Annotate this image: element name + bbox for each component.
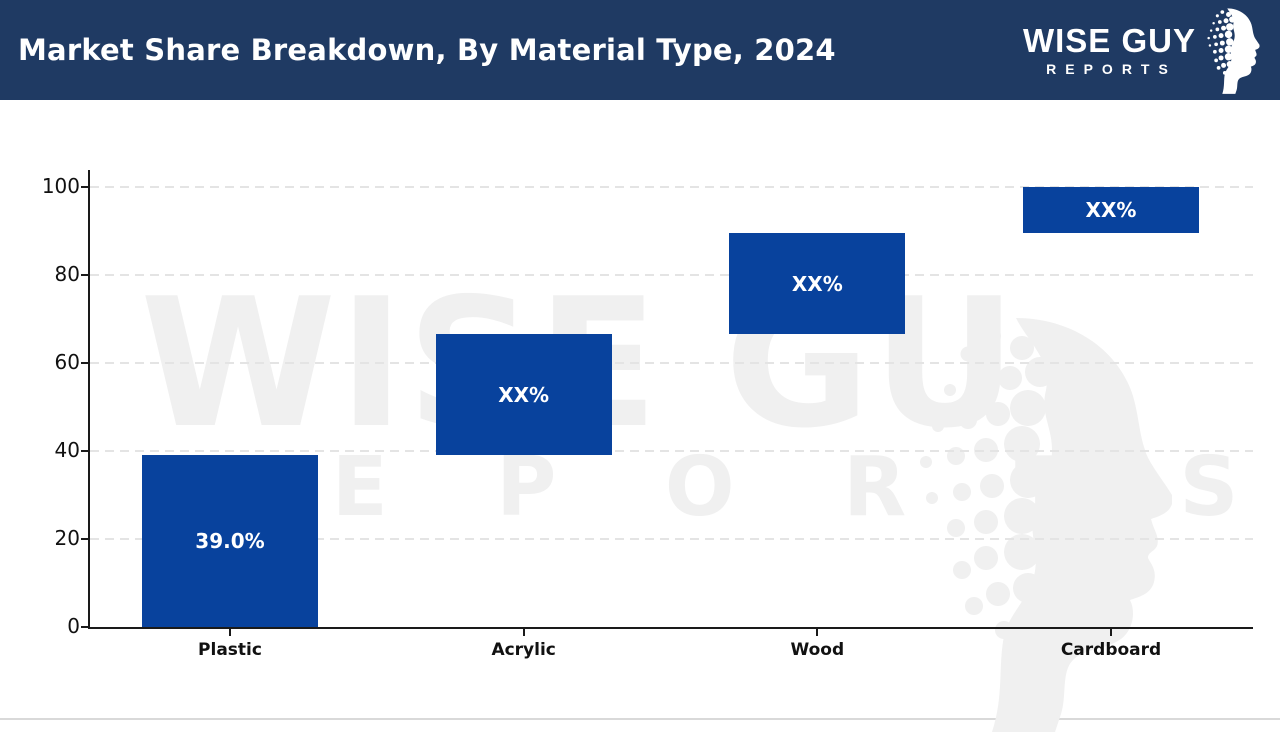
bar-plastic: 39.0% xyxy=(142,455,318,627)
y-tick-label-0: 0 xyxy=(67,614,80,638)
y-tick-40 xyxy=(81,450,88,452)
x-tick-acrylic xyxy=(522,629,525,636)
wise-guy-logo: WISE GUY REPORTS xyxy=(1023,7,1262,94)
y-tick-label-40: 40 xyxy=(54,438,80,462)
x-tick-label-wood: Wood xyxy=(790,640,845,660)
y-tick-80 xyxy=(81,274,88,276)
logo-face-icon xyxy=(1207,7,1260,94)
bar-value-label-cardboard: XX% xyxy=(1085,198,1137,223)
bar-cardboard: XX% xyxy=(1023,187,1199,234)
x-tick-label-acrylic: Acrylic xyxy=(491,640,556,660)
y-tick-100 xyxy=(81,186,88,188)
logo-subtitle: REPORTS xyxy=(1046,61,1177,77)
y-tick-label-100: 100 xyxy=(41,174,80,198)
y-tick-20 xyxy=(81,538,88,540)
y-tick-0 xyxy=(81,626,88,628)
y-tick-label-20: 20 xyxy=(54,526,80,550)
bar-value-label-plastic: 39.0% xyxy=(195,529,265,554)
y-tick-label-60: 60 xyxy=(54,350,80,374)
x-tick-wood xyxy=(816,629,819,636)
gridline-100 xyxy=(90,186,1253,188)
plot-area: WISE GU R E P O R T S 0 20 40 60 80 100 39.0% P… xyxy=(0,100,1280,732)
y-tick-60 xyxy=(81,362,88,364)
footer-divider xyxy=(0,718,1280,720)
bar-value-label-wood: XX% xyxy=(791,271,843,296)
bar-acrylic: XX% xyxy=(435,334,612,456)
logo-text: WISE GUY REPORTS xyxy=(1023,24,1196,76)
y-axis-line xyxy=(88,170,90,629)
gridline-60 xyxy=(90,362,1253,364)
gridline-20 xyxy=(90,538,1253,540)
x-axis-line xyxy=(88,627,1253,629)
x-tick-plastic xyxy=(229,629,231,636)
y-tick-label-80: 80 xyxy=(54,262,80,286)
x-tick-label-plastic: Plastic xyxy=(198,640,262,660)
x-tick-cardboard xyxy=(1110,629,1112,636)
watermark-face-icon xyxy=(884,312,1184,736)
gridline-40 xyxy=(90,450,1253,452)
x-tick-label-cardboard: Cardboard xyxy=(1060,640,1162,660)
page-title: Market Share Breakdown, By Material Type… xyxy=(18,33,836,67)
bar-wood: XX% xyxy=(729,233,906,335)
gridline-80 xyxy=(90,274,1253,276)
header-bar: Market Share Breakdown, By Material Type… xyxy=(0,0,1280,100)
bar-value-label-acrylic: XX% xyxy=(498,382,550,407)
logo-wordmark: WISE GUY xyxy=(1022,22,1196,59)
